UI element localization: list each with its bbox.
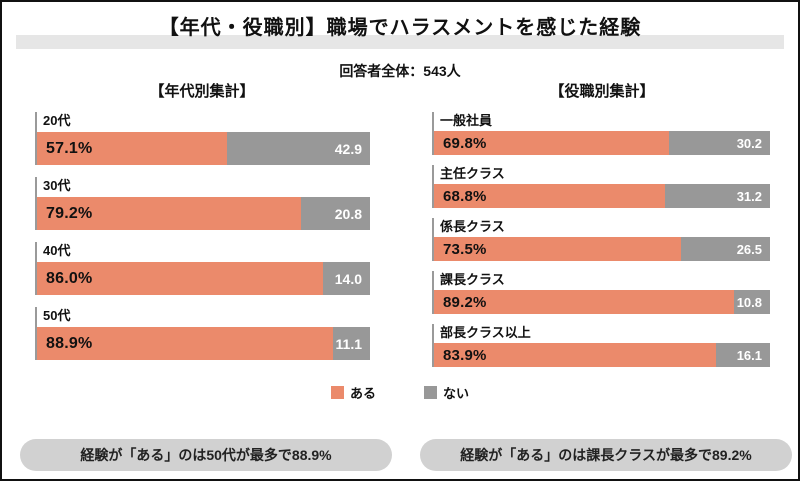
legend-swatch-aru-icon (330, 386, 344, 399)
bar-value-nai: 14.0 (334, 270, 362, 287)
bar-row-20s: 20代 57.1% 42.9 (35, 112, 370, 165)
page-title: 【年代・役職別】職場でハラスメントを感じた経験 (158, 17, 642, 39)
bar-value-nai: 42.9 (334, 140, 362, 157)
role-callout: 経験が「ある」のは課長クラスが最多で89.2% (420, 439, 792, 471)
category-label: 20代 (43, 113, 71, 128)
bar-value-nai: 11.1 (335, 335, 362, 352)
bar-value-aru: 73.5% (443, 240, 487, 258)
bar-value-aru: 88.9% (46, 334, 93, 352)
age-chart: 20代 57.1% 42.9 30代 79.2% 20.8 (35, 112, 370, 372)
bar-value-nai: 30.2 (736, 135, 762, 151)
bar-row-50s: 50代 88.9% 11.1 (35, 307, 370, 360)
bar-segment-nai: 20.8 (300, 197, 370, 230)
bar-value-aru: 68.8% (443, 187, 487, 205)
bar-segment-aru: 68.8% (434, 184, 666, 208)
bar-segment-aru: 79.2% (37, 197, 301, 230)
bar-segment-nai: 14.0 (323, 262, 370, 295)
bar-row-40s: 40代 86.0% 14.0 (35, 242, 370, 295)
bar-value-nai: 20.8 (334, 205, 362, 222)
bar-value-aru: 89.2% (443, 293, 487, 311)
bar-segment-nai: 31.2 (665, 184, 770, 208)
bar-segment-aru: 88.9% (37, 327, 334, 360)
bar-segment-aru: 89.2% (434, 290, 734, 314)
bar-value-aru: 83.9% (443, 346, 487, 364)
category-label: 一般社員 (440, 113, 493, 128)
category-label: 主任クラス (440, 166, 505, 181)
legend-item-aru: ある (330, 383, 376, 402)
age-callout: 経験が「ある」のは50代が最多で88.9% (20, 439, 392, 471)
bar-track: 68.8% 31.2 (434, 184, 770, 208)
bar-segment-aru: 83.9% (434, 343, 716, 367)
role-chart-heading: 【役職別集計】 (549, 83, 655, 100)
legend-swatch-nai-icon (424, 386, 437, 399)
bar-value-nai: 10.8 (736, 294, 762, 310)
bar-segment-nai: 26.5 (680, 237, 770, 261)
bar-track: 57.1% 42.9 (37, 132, 370, 165)
bar-segment-nai: 16.1 (715, 343, 770, 367)
bar-row-bucho: 部長クラス以上 83.9% 16.1 (432, 324, 770, 367)
bar-value-nai: 26.5 (736, 241, 762, 257)
title-underline-band (16, 35, 784, 49)
bar-segment-nai: 42.9 (227, 132, 370, 165)
bar-value-aru: 86.0% (46, 269, 93, 287)
role-chart: 一般社員 69.8% 30.2 主任クラス 68.8% 31.2 (432, 112, 770, 377)
category-label: 部長クラス以上 (440, 325, 531, 340)
bar-segment-aru: 86.0% (37, 262, 324, 295)
bar-track: 83.9% 16.1 (434, 343, 770, 367)
bar-track: 86.0% 14.0 (37, 262, 370, 295)
bar-segment-nai: 30.2 (668, 131, 770, 155)
bar-row-staff: 一般社員 69.8% 30.2 (432, 112, 770, 155)
bar-segment-nai: 11.1 (333, 327, 370, 360)
category-label: 40代 (43, 243, 71, 258)
bar-segment-nai: 10.8 (733, 290, 770, 314)
bar-segment-aru: 57.1% (37, 132, 228, 165)
bar-value-aru: 79.2% (46, 204, 93, 222)
legend: ある ない (2, 383, 798, 402)
legend-label-nai: ない (443, 386, 470, 401)
bar-track: 73.5% 26.5 (434, 237, 770, 261)
bar-track: 69.8% 30.2 (434, 131, 770, 155)
category-label: 課長クラス (440, 272, 505, 287)
category-label: 係長クラス (440, 219, 505, 234)
bar-row-kacho: 課長クラス 89.2% 10.8 (432, 271, 770, 314)
bar-row-30s: 30代 79.2% 20.8 (35, 177, 370, 230)
bar-segment-aru: 69.8% (434, 131, 669, 155)
bar-track: 79.2% 20.8 (37, 197, 370, 230)
age-chart-heading: 【年代別集計】 (149, 83, 255, 100)
respondents-subtitle: 回答者全体：543人 (339, 63, 461, 79)
legend-label-aru: ある (349, 386, 376, 401)
category-label: 30代 (43, 178, 71, 193)
bar-track: 89.2% 10.8 (434, 290, 770, 314)
bar-value-nai: 16.1 (736, 347, 762, 363)
bar-value-aru: 57.1% (46, 139, 93, 157)
bar-row-shunin: 主任クラス 68.8% 31.2 (432, 165, 770, 208)
bar-value-aru: 69.8% (443, 134, 487, 152)
category-label: 50代 (43, 308, 71, 323)
legend-item-nai: ない (424, 383, 469, 402)
bar-row-kakaricho: 係長クラス 73.5% 26.5 (432, 218, 770, 261)
bar-value-nai: 31.2 (736, 188, 762, 204)
bar-segment-aru: 73.5% (434, 237, 681, 261)
bar-track: 88.9% 11.1 (37, 327, 370, 360)
